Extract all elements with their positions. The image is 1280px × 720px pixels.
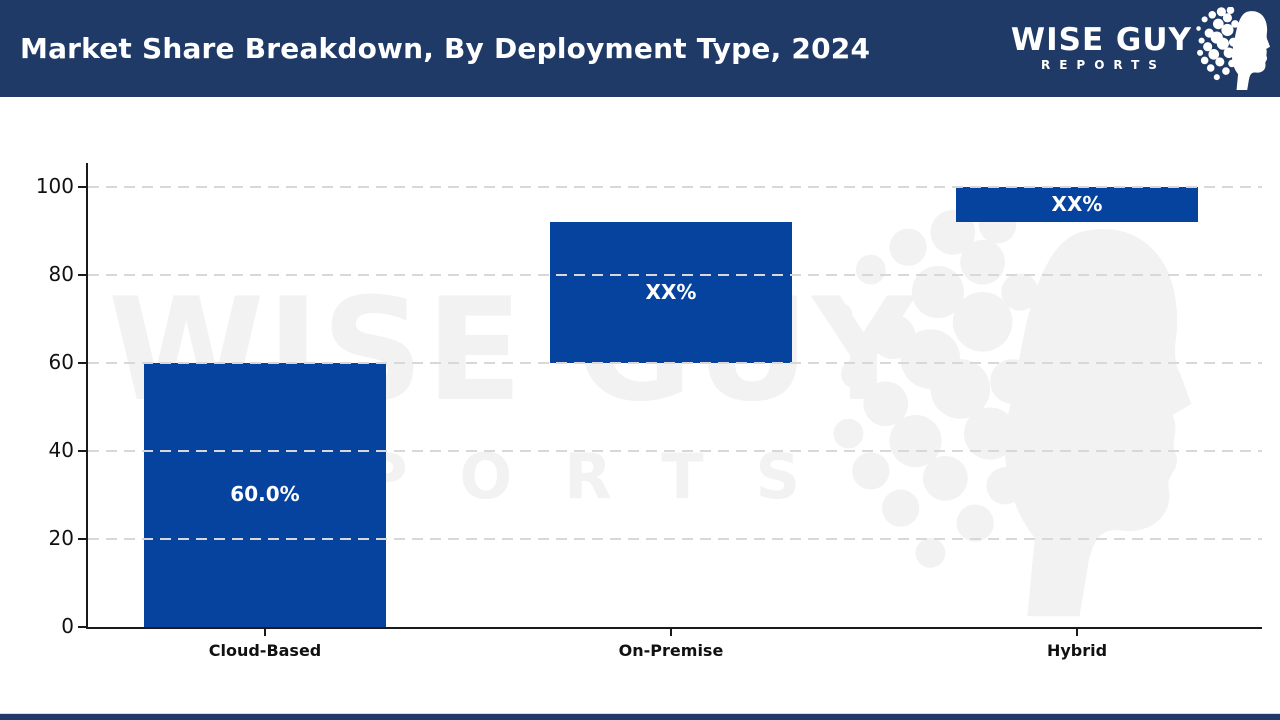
bar-value-label: XX% — [645, 279, 697, 304]
header-bar: Market Share Breakdown, By Deployment Ty… — [0, 0, 1280, 97]
x-tick-label: On-Premise — [618, 641, 724, 660]
y-tick-label: 0 — [61, 614, 74, 638]
y-tick-mark — [78, 450, 87, 452]
footer-bar — [0, 714, 1280, 720]
x-tick-label: Hybrid — [1046, 641, 1108, 660]
watermark-face-icon — [829, 210, 1192, 617]
gridline — [88, 362, 1262, 364]
gridline — [88, 450, 1262, 452]
y-tick-mark — [78, 186, 87, 188]
gridline — [88, 538, 1262, 540]
bar-value-label: XX% — [1051, 191, 1103, 216]
y-tick-mark — [78, 362, 87, 364]
y-tick-mark — [78, 274, 87, 276]
gridline — [88, 186, 1262, 188]
y-tick-label: 80 — [48, 262, 74, 286]
y-tick-label: 100 — [35, 174, 74, 198]
logo-text: WISE GUY REPORTS — [1010, 22, 1192, 73]
x-tick-mark — [670, 629, 672, 636]
chart-plot-area: 0 20 40 60 80 100 60.0% Cloud-Based XX% On-Premis… — [0, 97, 1280, 714]
y-tick-label: 20 — [48, 526, 74, 550]
logo-wordmark: WISE GUY — [1010, 22, 1192, 58]
footer-hairline — [0, 713, 1280, 714]
bar: XX% — [956, 187, 1198, 223]
x-tick-mark — [264, 629, 266, 636]
y-tick-label: 40 — [48, 438, 74, 462]
y-tick-mark — [78, 626, 87, 628]
bar-value-label: 60.0% — [230, 482, 300, 507]
logo-subtitle: REPORTS — [1040, 58, 1166, 72]
page-title: Market Share Breakdown, By Deployment Ty… — [20, 32, 871, 65]
x-tick-mark — [1076, 629, 1078, 636]
y-tick-mark — [78, 538, 87, 540]
x-axis-line — [86, 627, 1262, 629]
bar: XX% — [550, 222, 792, 363]
y-tick-label: 60 — [48, 350, 74, 374]
y-axis-line — [86, 163, 88, 629]
logo-face-icon — [1196, 6, 1270, 90]
logo: WISE GUY REPORTS — [1010, 6, 1270, 91]
x-tick-label: Cloud-Based — [208, 641, 322, 660]
bar: 60.0% — [144, 363, 386, 627]
gridline — [88, 274, 1262, 276]
